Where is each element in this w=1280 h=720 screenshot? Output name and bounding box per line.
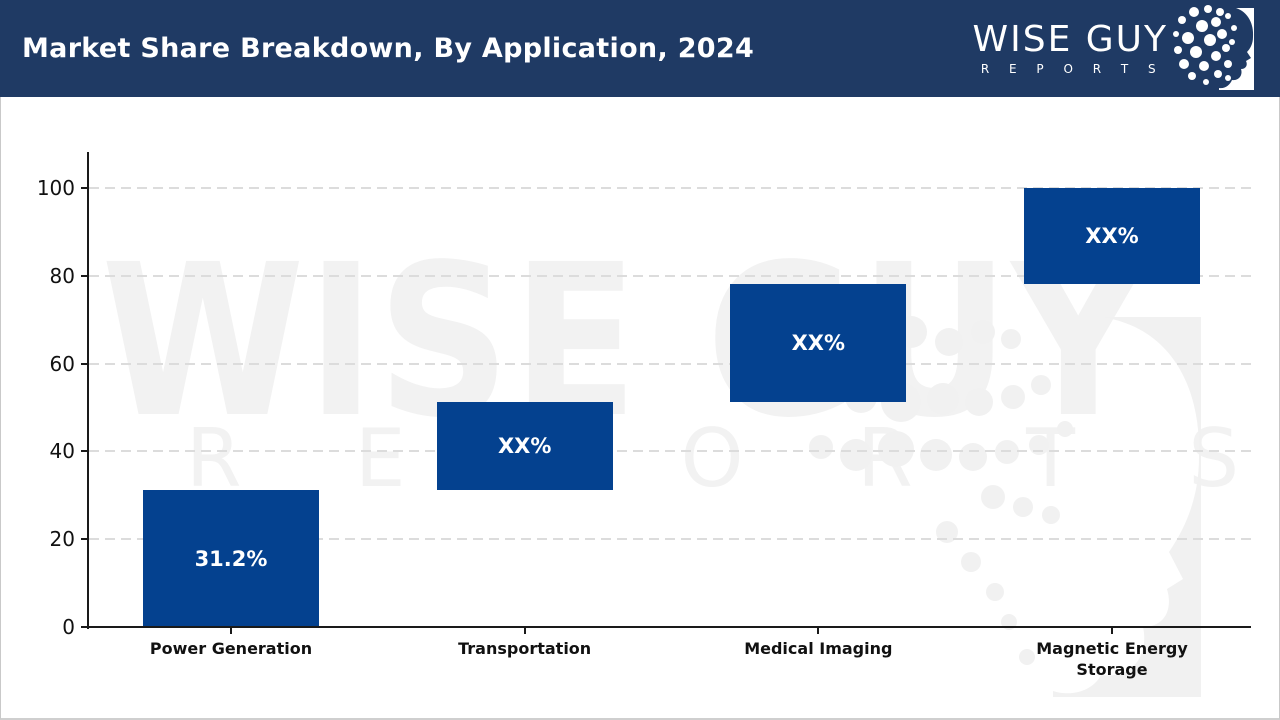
header-banner: Market Share Breakdown, By Application, …	[0, 0, 1280, 97]
bar-value-label: XX%	[497, 434, 552, 459]
bar-magnetic-energy-storage: XX%	[1024, 188, 1200, 284]
logo-wordmark: WISE GUY	[972, 18, 1168, 60]
wise-guy-logo-text: WISE GUY R E P O R T S	[972, 18, 1169, 76]
x-tick-mark	[523, 628, 526, 634]
wise-guy-logo: WISE GUY R E P O R T S	[972, 4, 1254, 94]
y-tick-mark	[81, 362, 88, 365]
x-category-label: Power Generation	[149, 639, 313, 658]
x-category-label: Magnetic Energy Storage	[1036, 639, 1188, 679]
logo-subtitle: R E P O R T S	[980, 61, 1164, 76]
gridline-y60	[89, 362, 1251, 365]
gridline-y80	[89, 274, 1251, 277]
y-tick-mark	[81, 626, 88, 628]
page-title: Market Share Breakdown, By Application, …	[22, 33, 755, 64]
y-tick-mark	[81, 187, 88, 189]
x-category-label: Medical Imaging	[744, 639, 893, 658]
x-category-label: Transportation	[458, 639, 592, 658]
bar-value-label: XX%	[1085, 223, 1139, 248]
watermark-dotted-head-icon	[771, 197, 1201, 701]
y-tick-label: 0	[62, 615, 75, 639]
bar-value-label: XX%	[791, 330, 846, 355]
y-tick-mark	[81, 450, 88, 453]
y-tick-label: 100	[36, 176, 75, 200]
y-tick-label: 60	[49, 351, 75, 376]
bar-medical-imaging: XX%	[730, 283, 907, 403]
bar-transportation: XX%	[436, 402, 613, 491]
bar-power-generation: 31.2%	[143, 490, 319, 627]
x-tick-mark	[817, 628, 820, 634]
y-tick-mark	[81, 538, 88, 541]
bar-value-label: 31.2%	[194, 546, 268, 571]
y-tick-label: 80	[49, 263, 75, 288]
y-tick-label: 20	[49, 527, 75, 552]
gridline-y100	[89, 187, 1251, 189]
gridline-y20	[89, 538, 1251, 541]
y-tick-label: 40	[49, 439, 75, 464]
x-tick-mark	[230, 628, 232, 634]
chart-area: WISE GUY R E P O R T S 0 20 40 60 80 100 31.2%…	[0, 97, 1280, 720]
dotted-head-profile-icon	[1170, 4, 1254, 94]
x-tick-mark	[1111, 628, 1113, 634]
y-axis-line	[87, 152, 89, 629]
x-axis-line	[87, 626, 1251, 628]
y-tick-mark	[81, 274, 88, 277]
gridline-y40	[89, 450, 1251, 453]
